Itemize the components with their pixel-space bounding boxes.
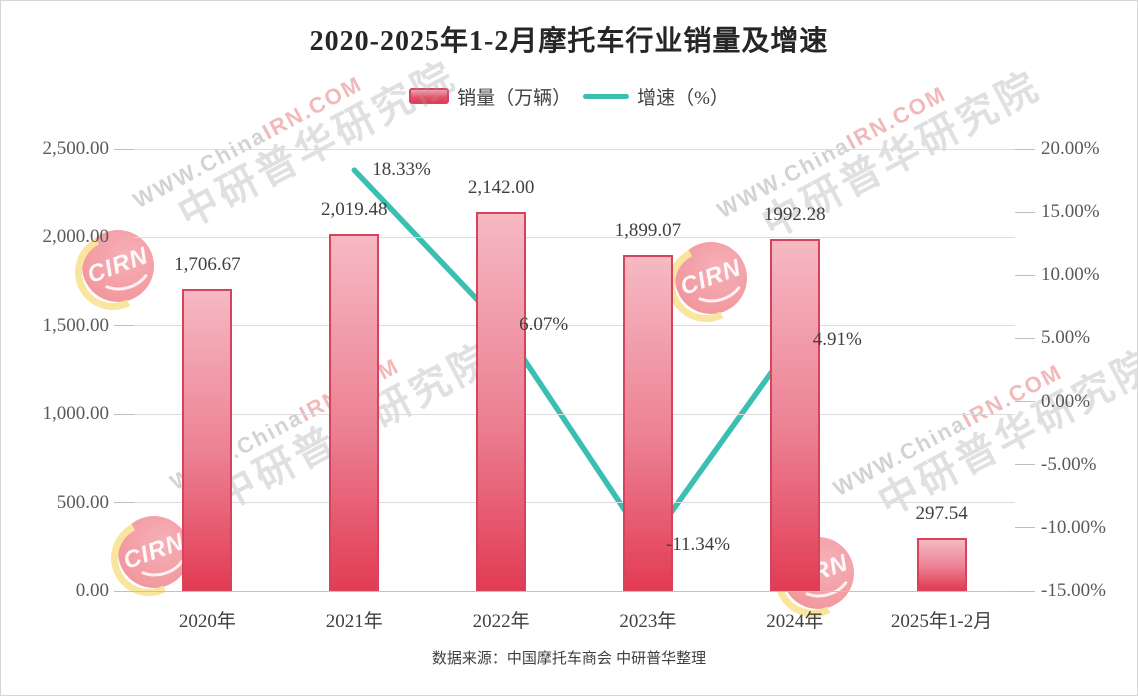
y-axis-left-label: 2,500.00 [42,138,110,159]
y-axis-right-tick [1015,590,1035,592]
legend-growth-label: 增速（%） [637,87,729,109]
y-axis-right-tick [1015,148,1035,150]
chart-title: 2020-2025年1-2月摩托车行业销量及增速 [309,26,829,57]
growth-value-label: 4.91% [812,328,862,350]
y-axis-right-tick [1015,401,1035,403]
y-axis-right-label: 10.00% [1041,264,1100,286]
x-axis-label: 2025年1-2月 [890,611,993,632]
y-axis-right-label: 0.00% [1041,390,1091,412]
sales-bar [476,212,527,591]
legend-item-sales: 销量（万辆） [409,83,571,110]
y-axis-left-tick [114,148,134,150]
y-axis-right-tick [1015,527,1035,529]
y-axis-left-tick [114,590,134,592]
sales-bar [916,538,967,591]
growth-value-label: 18.33% [372,159,431,181]
y-axis-right-tick [1015,464,1035,466]
y-axis-left-tick [114,236,134,238]
y-axis-right-label: 20.00% [1041,138,1100,159]
gridline [134,325,1015,327]
y-axis-left-label: 500.00 [56,491,109,513]
y-axis-left-tick [114,325,134,327]
y-axis-left-label: 0.00 [75,580,109,601]
bar-value-label: 1992.28 [763,203,826,225]
y-axis-left-label: 1,500.00 [42,314,110,336]
sales-bar [622,255,673,591]
y-axis-right-tick [1015,337,1035,339]
y-axis-left-label: 2,000.00 [42,226,110,248]
y-axis-right-label: -10.00% [1041,516,1106,538]
gridline [134,502,1015,504]
x-axis-label: 2021年 [325,611,383,632]
legend-sales-label: 销量（万辆） [457,87,572,109]
y-axis-right-label: 15.00% [1041,201,1100,223]
gridline [134,236,1015,238]
y-axis-right-tick [1015,274,1035,276]
bar-value-label: 297.54 [915,503,968,525]
y-axis-right-label: -5.00% [1041,453,1097,475]
bar-value-label: 1,899.07 [614,220,682,242]
x-axis-label: 2024年 [766,611,824,632]
bar-value-label: 2,019.48 [321,198,388,220]
y-axis-left-tick [114,413,134,415]
bar-value-label: 1,706.67 [174,254,241,276]
gridline [134,148,1015,150]
legend-item-growth: 增速（%） [583,83,729,110]
bar-value-label: 2,142.00 [467,177,535,199]
y-axis-right-tick [1015,211,1035,213]
y-axis-left-label: 1,000.00 [42,403,110,425]
sales-bar [769,238,820,591]
gridline [134,590,1015,592]
sales-bar [182,289,233,591]
growth-line-swatch-icon [583,93,630,99]
y-axis-right-label: 5.00% [1041,327,1091,349]
sales-bar-swatch-icon [409,88,450,104]
y-axis-right-label: -15.00% [1041,580,1106,601]
chart-legend: 销量（万辆） 增速（%） [1,83,1137,109]
x-axis-label: 2023年 [619,611,677,632]
x-axis-label: 2022年 [472,611,530,632]
data-source-note: 数据来源：中国摩托车商会 中研普华整理 [431,650,707,667]
growth-value-label: 6.07% [519,313,569,335]
gridline [134,413,1015,415]
y-axis-left-tick [114,502,134,504]
sales-bar [329,233,380,591]
x-axis-label: 2020年 [178,611,236,632]
growth-value-label: -11.34% [665,533,731,555]
